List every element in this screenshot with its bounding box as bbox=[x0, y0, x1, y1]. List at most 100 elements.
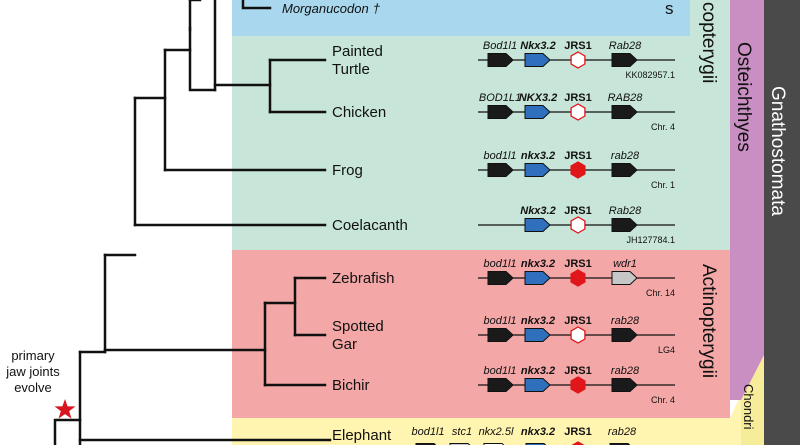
gene-arrow-left bbox=[487, 271, 514, 285]
annotation-line3: evolve bbox=[14, 380, 52, 395]
gene-label-right: rab28 bbox=[611, 150, 640, 162]
gene-label-jrs: JRS1 bbox=[564, 315, 592, 327]
gene-arrow-mid bbox=[524, 53, 551, 67]
gene-arrow-mid bbox=[524, 218, 551, 232]
tree-branches bbox=[53, 0, 332, 445]
osteichthyes-label: Osteichthyes bbox=[733, 42, 754, 152]
gene-arrow-right bbox=[611, 328, 638, 342]
elephant-row: Elephant bod1l1 stc1 nkx2.5l nkx3.2 JRS1 rab28 bbox=[332, 426, 637, 445]
annotation-line2: jaw joints bbox=[5, 364, 60, 379]
jrs1-hexagon bbox=[570, 216, 586, 234]
gene-label-mid: Nkx3.2 bbox=[520, 40, 555, 52]
gene-label-jrs: JRS1 bbox=[564, 92, 592, 104]
taxon-name: Painted bbox=[332, 43, 383, 60]
gene-arrow-right bbox=[611, 105, 638, 119]
star-icon bbox=[54, 399, 76, 419]
gnathostomata-bar bbox=[764, 0, 800, 445]
gene-label-jrs: JRS1 bbox=[564, 205, 592, 217]
gene-label-jrs: JRS1 bbox=[564, 150, 592, 162]
actinopterygii-label: Actinopterygii bbox=[698, 264, 719, 378]
gene-arrow-left bbox=[487, 163, 514, 177]
jrs1-hexagon bbox=[570, 103, 586, 121]
taxon-name: Chicken bbox=[332, 104, 386, 121]
gene-label-jrs: JRS1 bbox=[564, 365, 592, 377]
gene-label: rab28 bbox=[608, 426, 637, 438]
taxon-name: Coelacanth bbox=[332, 217, 408, 234]
mammalia-label: s bbox=[665, 0, 674, 18]
taxon-name: Frog bbox=[332, 162, 363, 179]
gene-label-mid: nkx3.2 bbox=[521, 150, 555, 162]
fossil-taxon-name: Morganucodon † bbox=[282, 1, 381, 16]
taxon-name: Elephant bbox=[332, 427, 392, 444]
locus-id: LG4 bbox=[658, 345, 675, 355]
gene-label: nkx3.2 bbox=[521, 426, 555, 438]
gene-label-left: bod1l1 bbox=[483, 315, 516, 327]
taxon-row: Zebrafish bod1l1 nkx3.2 JRS1 wdr1 Chr. 14 bbox=[332, 258, 675, 298]
gene-arrow-right bbox=[611, 271, 638, 285]
branch-root-stem bbox=[53, 418, 82, 445]
locus-id: Chr. 1 bbox=[651, 180, 675, 190]
sarcopterygii-panel bbox=[232, 36, 690, 250]
sarco-label-strip bbox=[690, 0, 730, 250]
gene-arrow-mid bbox=[524, 271, 551, 285]
osteichthyes-bar bbox=[730, 0, 764, 400]
gene-label-right: wdr1 bbox=[613, 258, 637, 270]
gene-arrow-mid bbox=[524, 378, 551, 392]
gene-arrow-left bbox=[487, 53, 514, 67]
gene-label-mid: NKX3.2 bbox=[519, 92, 558, 104]
jrs1-hexagon bbox=[570, 269, 586, 287]
jrs1-hexagon bbox=[571, 441, 585, 445]
taxon-name: Gar bbox=[332, 336, 357, 353]
actino-label-strip bbox=[690, 250, 730, 418]
gene-label-right: Rab28 bbox=[609, 40, 642, 52]
gene-label-right: Rab28 bbox=[609, 205, 642, 217]
gene-arrow-left bbox=[487, 328, 514, 342]
jrs1-hexagon bbox=[570, 326, 586, 344]
gene-label: JRS1 bbox=[564, 426, 592, 438]
gene-arrow-right bbox=[611, 163, 638, 177]
gene-arrow-mid bbox=[524, 105, 551, 119]
jrs1-hexagon bbox=[570, 161, 586, 179]
gene-label-jrs: JRS1 bbox=[564, 40, 592, 52]
gene-label-left: BOD1L1 bbox=[479, 92, 521, 104]
gene-label-right: rab28 bbox=[611, 365, 640, 377]
annotation-line1: primary bbox=[11, 348, 55, 363]
gene-label-mid: nkx3.2 bbox=[521, 258, 555, 270]
branch-sauropsid-link bbox=[188, 26, 217, 92]
locus-id: KK082957.1 bbox=[625, 70, 675, 80]
gene-arrow-right bbox=[611, 218, 638, 232]
locus-id: Chr. 14 bbox=[646, 288, 675, 298]
gnathostomata-label: Gnathostomata bbox=[767, 86, 788, 216]
gene-arrow-mid bbox=[524, 328, 551, 342]
gene-label-right: rab28 bbox=[611, 315, 640, 327]
locus-id: Chr. 4 bbox=[651, 122, 675, 132]
branch-mammal-node bbox=[241, 0, 272, 10]
gene-arrow-right bbox=[611, 53, 638, 67]
gene-arrow-right bbox=[611, 378, 638, 392]
gene-label: nkx2.5l bbox=[479, 426, 514, 438]
taxon-name: Bichir bbox=[332, 377, 370, 394]
gene-label-left: Bod1l1 bbox=[483, 40, 517, 52]
jrs1-hexagon bbox=[570, 376, 586, 394]
taxon-row: Frog bod1l1 nkx3.2 JRS1 rab28 Chr. 1 bbox=[332, 150, 675, 190]
taxon-row: Bichir bod1l1 nkx3.2 JRS1 rab28 Chr. 4 bbox=[332, 365, 675, 405]
gene-label-jrs: JRS1 bbox=[564, 258, 592, 270]
gene-label-right: RAB28 bbox=[608, 92, 644, 104]
taxon-name: Zebrafish bbox=[332, 270, 395, 287]
gene-label-left: bod1l1 bbox=[483, 258, 516, 270]
taxon-name: Turtle bbox=[332, 61, 370, 78]
mammal-panel bbox=[232, 0, 690, 36]
taxon-name: Spotted bbox=[332, 318, 384, 335]
gene-arrow-mid bbox=[524, 163, 551, 177]
gene-label-mid: nkx3.2 bbox=[521, 315, 555, 327]
chondrichthyes-panel bbox=[232, 345, 764, 445]
gene-label-left: bod1l1 bbox=[483, 150, 516, 162]
gene-label: stc1 bbox=[452, 426, 472, 438]
chondrichthyes-bar bbox=[741, 355, 764, 445]
